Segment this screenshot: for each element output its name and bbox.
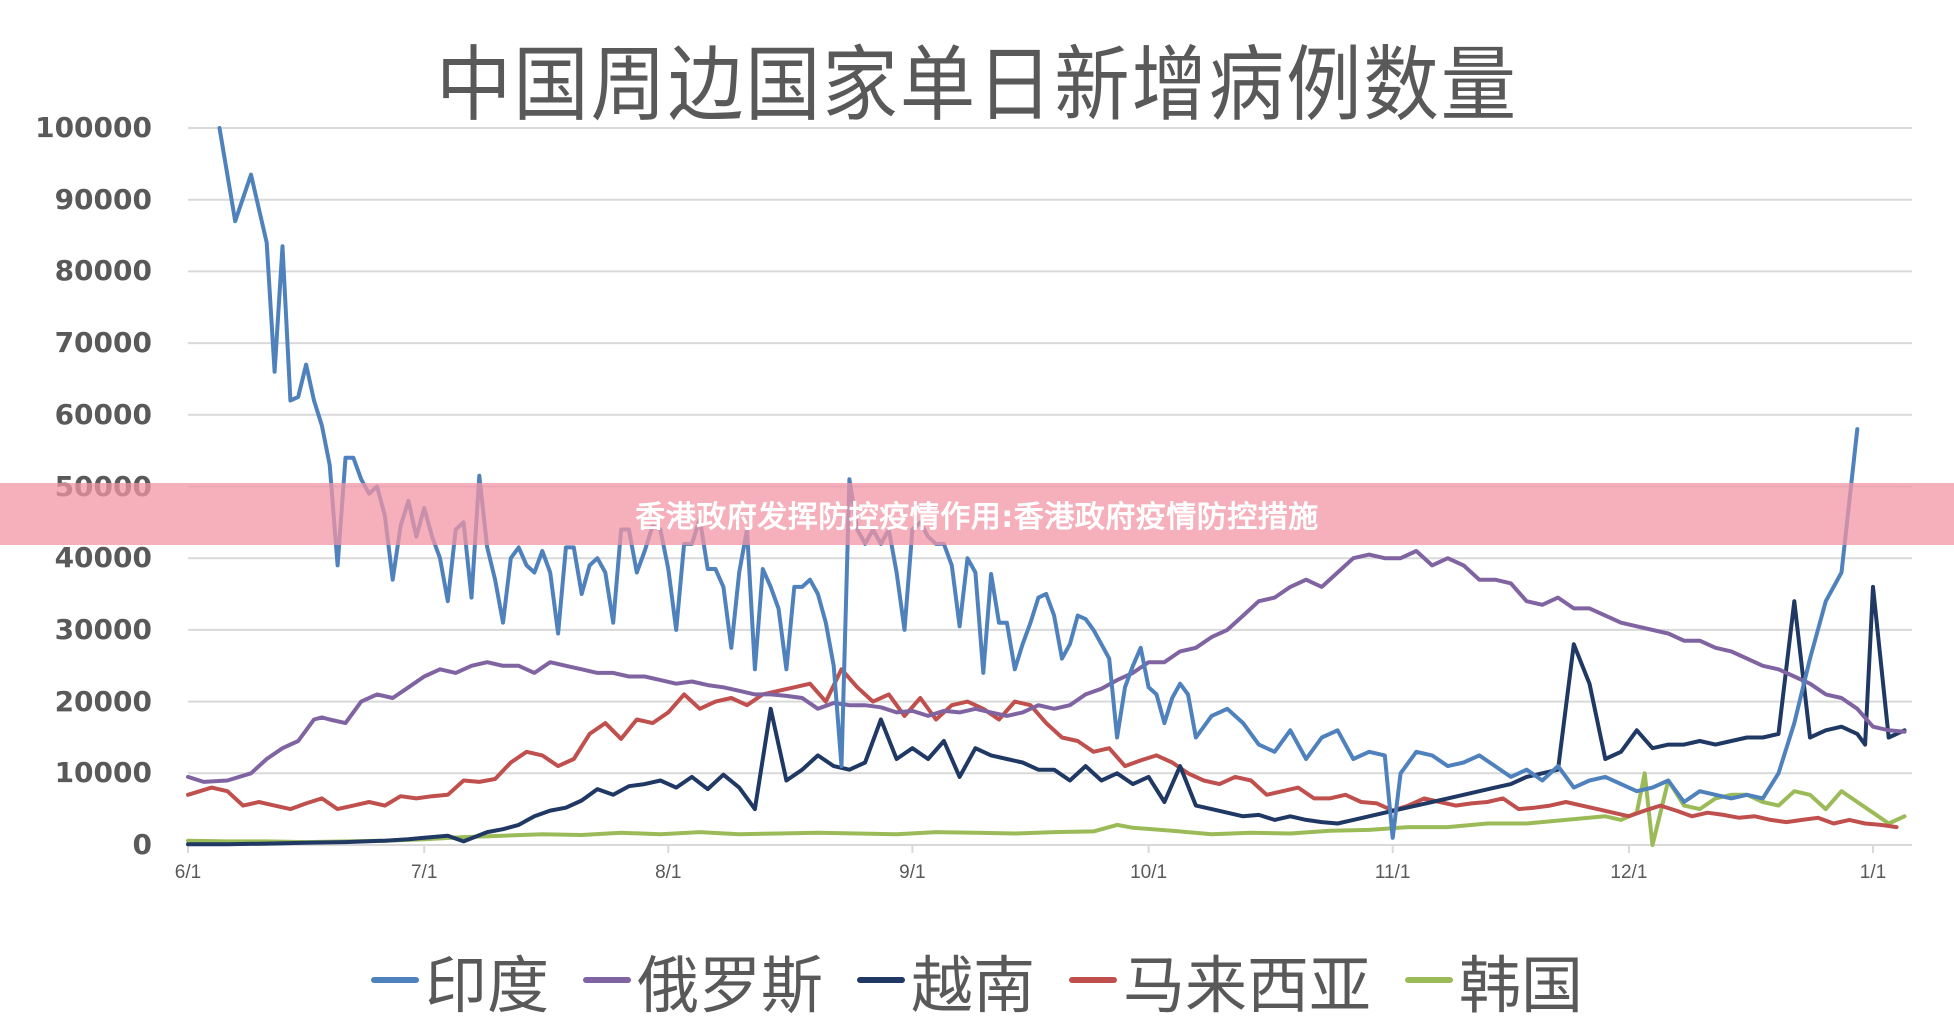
x-tick-label: 11/1 [1374,862,1411,883]
y-tick-label: 10000 [54,756,152,790]
x-tick-label: 8/1 [655,862,682,883]
legend-item-korea: 韩国 [1405,935,1583,1025]
legend-label: 印度 [424,949,549,1022]
y-tick-label: 80000 [54,254,152,288]
series-line-2 [186,584,1907,847]
x-axis [187,844,1912,853]
legend-swatch-vietnam [856,977,905,983]
x-tick-label: 12/1 [1610,862,1648,883]
gridlines [188,127,1912,775]
y-tick-label: 90000 [54,182,152,216]
legend-item-vietnam: 越南 [856,935,1035,1025]
x-tick-label: 10/1 [1130,862,1168,883]
legend-item-india: 印度 [370,935,549,1025]
chart-title: 中国周边国家单日新增病例数量 [436,38,1518,133]
legend-label: 韩国 [1459,949,1584,1022]
chart-legend: 印度 俄罗斯 越南 马来西亚 韩国 [0,935,1954,1025]
legend-swatch-korea [1405,977,1454,983]
x-tick-label: 6/1 [174,862,202,883]
y-tick-label: 70000 [54,326,152,360]
overlay-banner: 香港政府发挥防控疫情作用:香港政府疫情防控措施 [0,483,1954,545]
legend-item-russia: 俄罗斯 [582,935,823,1025]
legend-swatch-russia [582,977,631,983]
y-tick-label: 30000 [54,612,152,646]
legend-label: 俄罗斯 [636,949,823,1022]
y-tick-label: 20000 [54,684,152,718]
y-tick-label: 60000 [54,397,152,431]
y-tick-label: 100000 [35,111,152,144]
y-tick-label: 40000 [54,541,152,575]
legend-label: 马来西亚 [1123,949,1372,1022]
legend-swatch-india [370,977,419,983]
legend-item-malaysia: 马来西亚 [1069,935,1371,1025]
legend-label: 越南 [910,949,1035,1022]
banner-text: 香港政府发挥防控疫情作用:香港政府疫情防控措施 [635,500,1319,535]
legend-swatch-malaysia [1069,977,1117,983]
series-line-1 [186,549,1907,784]
series-line-3 [186,667,1899,830]
x-tick-label: 1/1 [1859,862,1887,883]
y-tick-label: 0 [132,828,152,861]
x-tick-label: 7/1 [410,862,438,883]
x-tick-label: 9/1 [899,862,926,883]
